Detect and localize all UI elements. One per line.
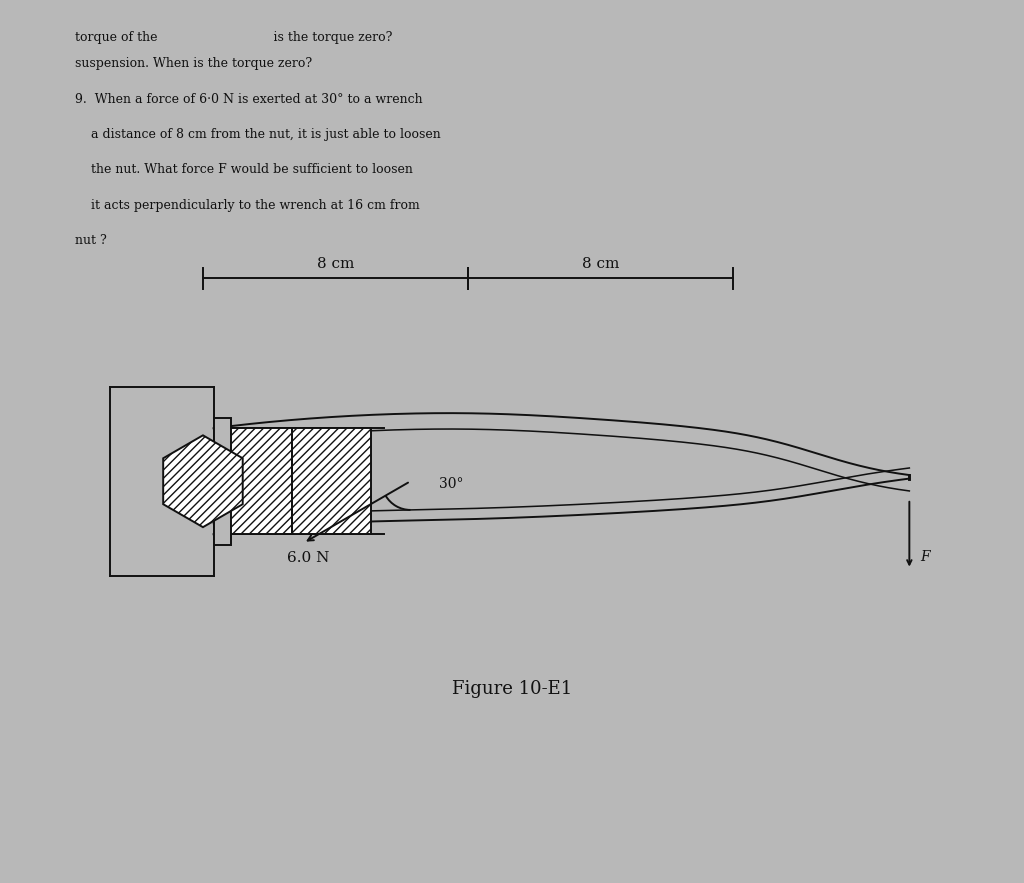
Text: F: F — [920, 550, 930, 563]
Bar — [292, 428, 371, 534]
Text: suspension. When is the torque zero?: suspension. When is the torque zero? — [75, 57, 312, 71]
Bar — [214, 428, 336, 534]
Polygon shape — [163, 435, 243, 527]
Text: 30°: 30° — [438, 478, 463, 491]
Text: a distance of 8 cm from the nut, it is just able to loosen: a distance of 8 cm from the nut, it is j… — [75, 128, 440, 141]
Text: 6.0 N: 6.0 N — [287, 552, 329, 565]
Text: nut ?: nut ? — [75, 234, 106, 247]
Text: torque of the                             is the torque zero?: torque of the is the torque zero? — [75, 31, 392, 44]
Text: 9.  When a force of 6·0 N is exerted at 30° to a wrench: 9. When a force of 6·0 N is exerted at 3… — [75, 93, 423, 106]
Bar — [214, 418, 231, 545]
Text: it acts perpendicularly to the wrench at 16 cm from: it acts perpendicularly to the wrench at… — [75, 199, 420, 212]
Text: 8 cm: 8 cm — [582, 257, 618, 271]
Text: the nut. What force F would be sufficient to loosen: the nut. What force F would be sufficien… — [75, 163, 413, 177]
Text: 8 cm: 8 cm — [316, 257, 354, 271]
Text: Figure 10-E1: Figure 10-E1 — [452, 680, 572, 698]
